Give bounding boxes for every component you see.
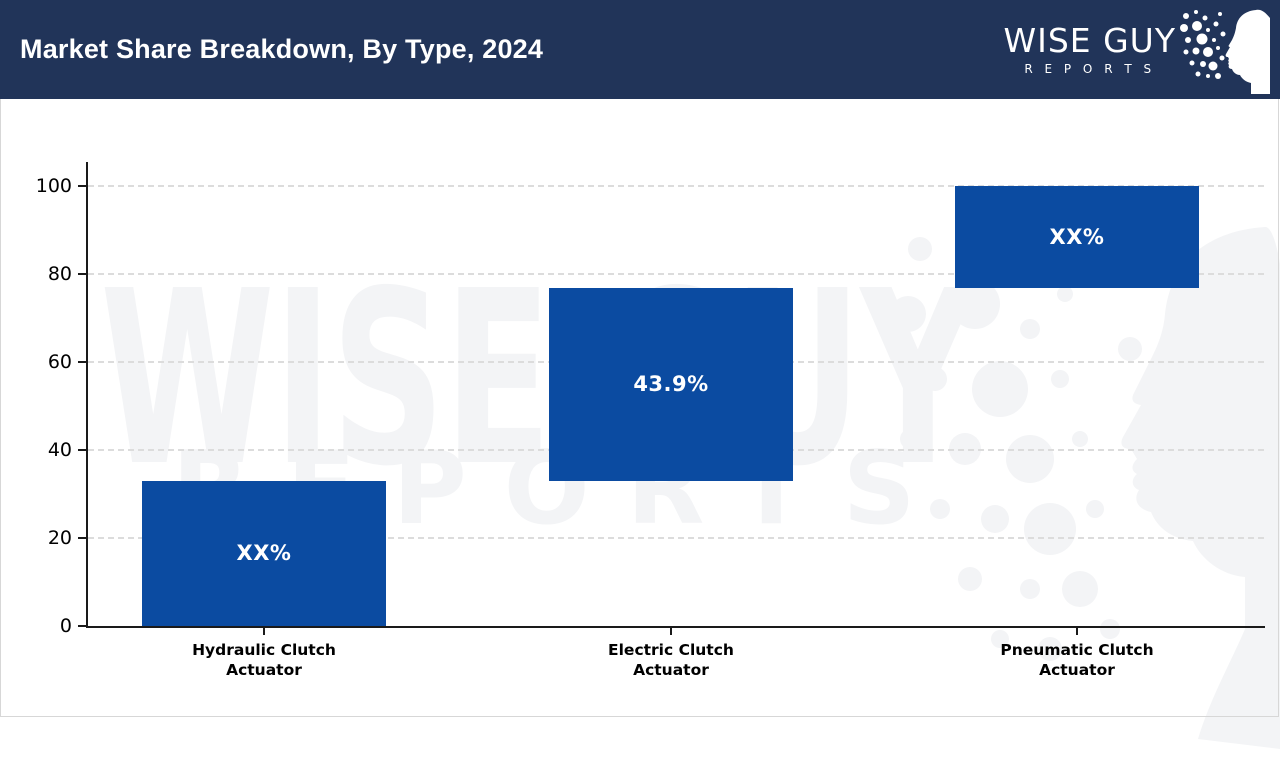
- y-tick-label: 0: [59, 615, 72, 637]
- bar-value-label: XX%: [236, 541, 292, 566]
- page-title: Market Share Breakdown, By Type, 2024: [20, 34, 544, 64]
- category-label: Pneumatic Clutch Actuator: [917, 640, 1237, 680]
- bar-value-label: 43.9%: [633, 372, 709, 397]
- bar-value-label: XX%: [1049, 224, 1105, 249]
- category-label: Electric Clutch Actuator: [511, 640, 831, 680]
- watermark-brand-text: WISE GUY: [100, 239, 975, 519]
- brand-name: WISE GUY: [1003, 20, 1176, 60]
- category-label-line: Actuator: [226, 661, 302, 679]
- x-tick-mark: [670, 628, 672, 635]
- y-tick-label: 60: [47, 351, 72, 373]
- x-tick-mark: [263, 628, 265, 635]
- category-label-line: Hydraulic Clutch: [192, 641, 336, 659]
- watermark-face-icon: [890, 226, 1280, 749]
- x-axis-line: [86, 626, 1265, 628]
- y-tick-label: 100: [35, 175, 72, 197]
- category-label-line: Pneumatic Clutch: [1000, 641, 1154, 659]
- y-tick-mark: [78, 537, 86, 539]
- header-bar: Market Share Breakdown, By Type, 2024 WI…: [0, 0, 1280, 99]
- y-tick-mark: [78, 361, 86, 363]
- bar-segment: 43.9%: [549, 287, 793, 481]
- category-label-line: Electric Clutch: [608, 641, 734, 659]
- brand-logo: WISE GUY R E P O R T S: [1003, 6, 1270, 94]
- chart-canvas: WISE GUY REPORTS 0 20 40 60 80 100 Hydraulic C…: [0, 99, 1280, 749]
- brand-face-icon: [1180, 9, 1270, 94]
- gridline-y100: [88, 185, 1264, 187]
- y-tick-label: 80: [47, 263, 72, 285]
- y-tick-mark: [78, 625, 86, 627]
- x-tick-mark: [1076, 628, 1078, 635]
- brand-subtitle: R E P O R T S: [1024, 61, 1156, 76]
- y-tick-label: 40: [47, 439, 72, 461]
- y-tick-label: 20: [47, 527, 72, 549]
- category-label-line: Actuator: [1039, 661, 1115, 679]
- y-tick-mark: [78, 449, 86, 451]
- gridline-y80: [88, 273, 1264, 275]
- y-tick-mark: [78, 185, 86, 187]
- brand-logo-text: WISE GUY R E P O R T S: [1003, 24, 1176, 76]
- y-tick-mark: [78, 273, 86, 275]
- bar-segment: XX%: [142, 480, 386, 626]
- category-label-line: Actuator: [633, 661, 709, 679]
- gridline-y20: [88, 537, 1264, 539]
- category-label: Hydraulic Clutch Actuator: [104, 640, 424, 680]
- bar-segment: XX%: [955, 186, 1199, 288]
- y-axis-line: [86, 162, 88, 628]
